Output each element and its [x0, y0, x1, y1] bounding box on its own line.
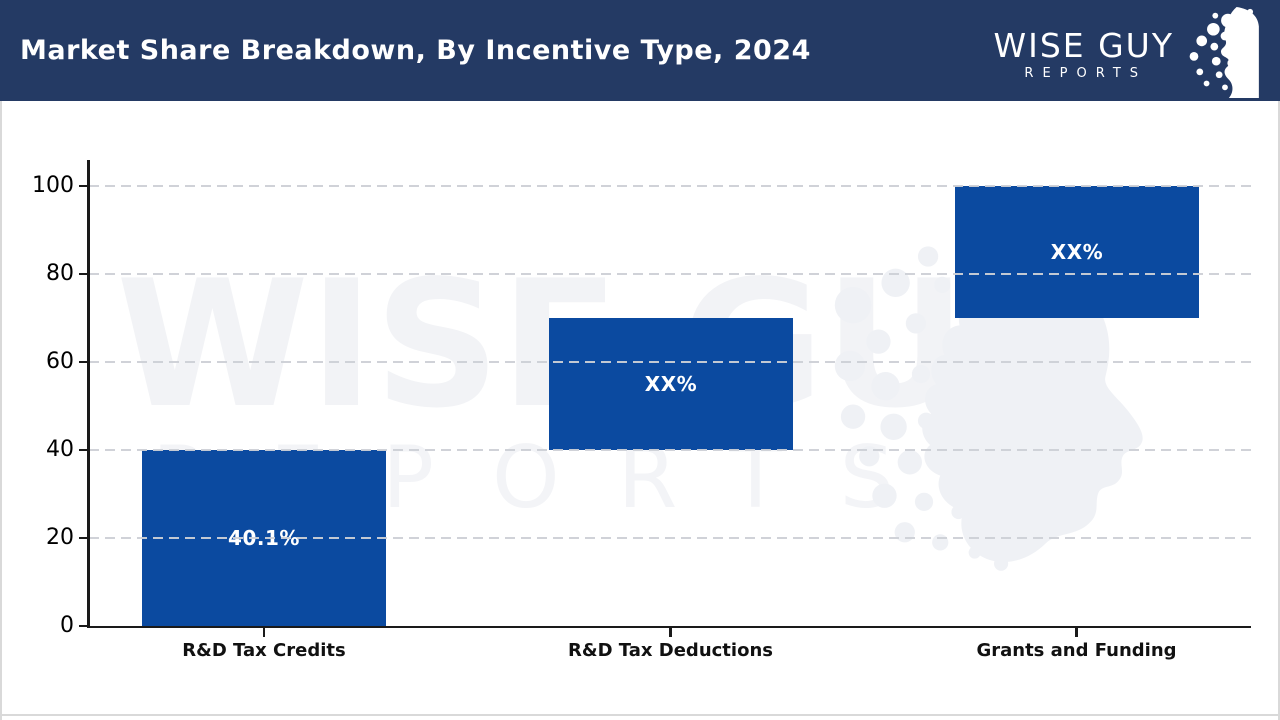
brand-text: WISE GUY REPORTS [993, 26, 1174, 81]
y-tick-0 [79, 624, 88, 628]
y-tick-20 [79, 536, 88, 540]
gridline-y40 [89, 449, 1251, 451]
y-tick-label: 60 [46, 349, 74, 374]
x-tick-0 [262, 628, 266, 637]
y-tick-80 [79, 272, 88, 276]
bar-value-label: XX% [644, 372, 698, 396]
frame-border-bottom [0, 714, 1280, 716]
y-tick-label: 0 [60, 613, 74, 638]
x-tick-1 [669, 628, 672, 637]
y-tick-60 [79, 360, 88, 364]
x-axis-label: R&D Tax Credits [182, 640, 346, 661]
brand-subname-text: REPORTS [1024, 66, 1148, 81]
brand-logo: WISE GUY REPORTS [993, 4, 1272, 99]
y-tick-label: 80 [46, 261, 74, 286]
header-bar: Market Share Breakdown, By Incentive Typ… [0, 0, 1280, 101]
bar-segment: XX% [955, 186, 1199, 318]
gridline-y20 [89, 537, 1251, 539]
y-tick-label: 20 [46, 525, 74, 550]
x-axis-label: Grants and Funding [976, 640, 1177, 661]
y-tick-40 [79, 448, 88, 452]
gridline-y80 [89, 273, 1251, 275]
frame-border-right [1278, 101, 1280, 720]
brand-name-text: WISE GUY [993, 26, 1174, 65]
y-axis-line [87, 160, 90, 628]
bar-segment: XX% [549, 318, 793, 450]
x-axis-line [87, 625, 1251, 628]
y-tick-100 [79, 184, 88, 188]
chart-title: Market Share Breakdown, By Incentive Typ… [20, 35, 811, 66]
gridline-y60 [89, 361, 1251, 363]
bar-value-label: XX% [1050, 240, 1104, 264]
y-tick-label: 100 [32, 173, 74, 198]
gridline-y100 [89, 185, 1251, 187]
brand-face-icon [1189, 6, 1259, 98]
x-tick-2 [1075, 628, 1078, 637]
watermark-face-icon [834, 235, 1143, 571]
frame-border-left [0, 101, 2, 720]
y-tick-label: 40 [46, 437, 74, 462]
x-axis-label: R&D Tax Deductions [568, 640, 773, 661]
